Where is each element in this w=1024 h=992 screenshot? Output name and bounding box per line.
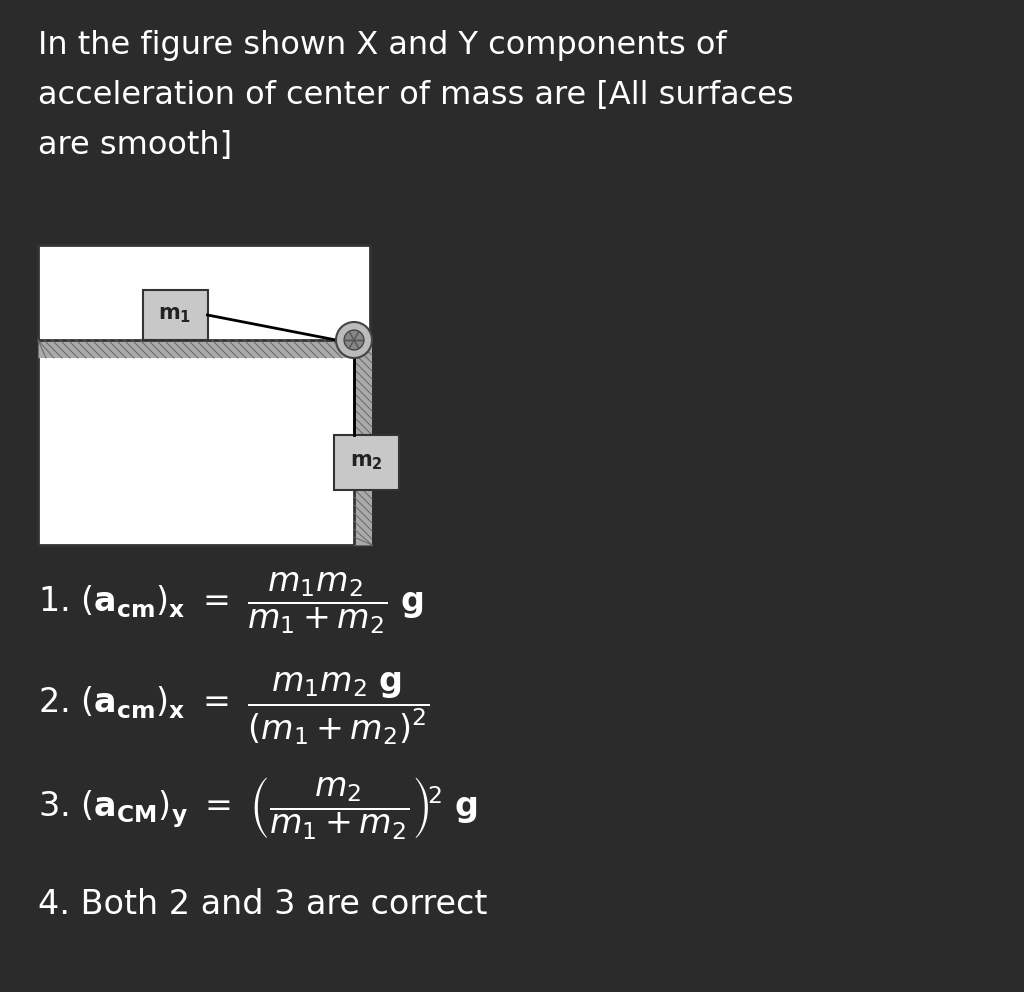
Text: acceleration of center of mass are [All surfaces: acceleration of center of mass are [All … xyxy=(38,80,794,111)
Text: 3. $\left(\mathbf{a}_{\mathbf{CM}}\right)_{\mathbf{y}}\ =\ \left(\dfrac{m_2}{m_1: 3. $\left(\mathbf{a}_{\mathbf{CM}}\right… xyxy=(38,775,478,841)
Bar xyxy=(38,340,352,358)
Bar xyxy=(142,290,208,340)
Bar xyxy=(38,245,370,545)
Circle shape xyxy=(344,330,364,350)
Text: are smooth]: are smooth] xyxy=(38,130,232,161)
Text: 2. $\left(\mathbf{a}_{\mathbf{cm}}\right)_{\mathbf{x}}\ =\ \dfrac{m_1 m_2\ \math: 2. $\left(\mathbf{a}_{\mathbf{cm}}\right… xyxy=(38,670,429,747)
Bar xyxy=(354,340,372,545)
Text: $\mathbf{m_1}$: $\mathbf{m_1}$ xyxy=(159,305,191,325)
Text: $\mathbf{m_2}$: $\mathbf{m_2}$ xyxy=(349,452,382,472)
Text: 4. Both 2 and 3 are correct: 4. Both 2 and 3 are correct xyxy=(38,888,487,921)
Text: 1. $\left(\mathbf{a}_{\mathbf{cm}}\right)_{\mathbf{x}}\ =\ \dfrac{m_1 m_2}{m_1+m: 1. $\left(\mathbf{a}_{\mathbf{cm}}\right… xyxy=(38,570,423,636)
Circle shape xyxy=(336,322,372,358)
Bar xyxy=(334,435,398,490)
Text: In the figure shown X and Y components of: In the figure shown X and Y components o… xyxy=(38,30,727,61)
